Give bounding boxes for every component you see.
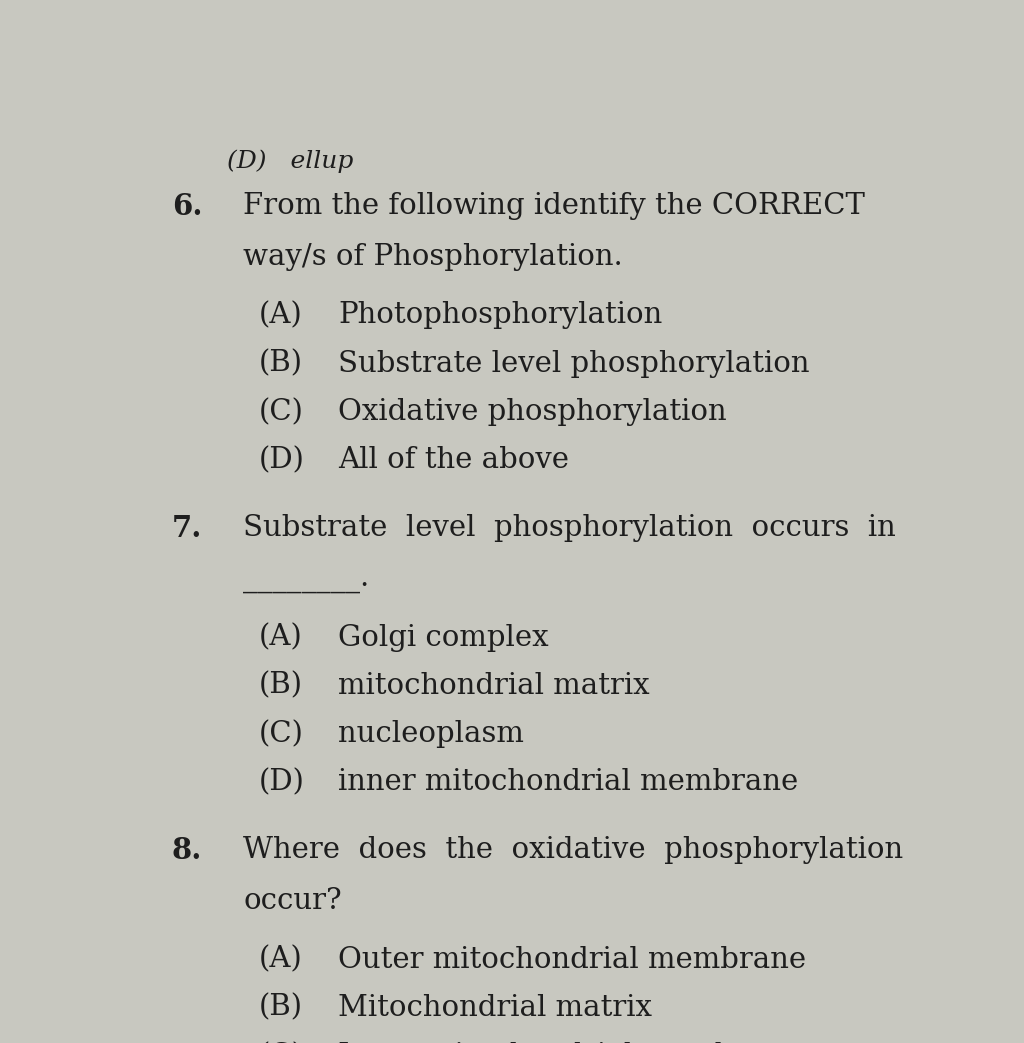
Text: (D): (D) [259,446,305,474]
Text: (B): (B) [259,349,303,378]
Text: From the following identify the CORRECT: From the following identify the CORRECT [243,192,865,220]
Text: Where  does  the  oxidative  phosphorylation: Where does the oxidative phosphorylation [243,836,903,865]
Text: (C): (C) [259,1042,304,1043]
Text: nucleoplasm: nucleoplasm [338,720,524,748]
Text: mitochondrial matrix: mitochondrial matrix [338,672,650,700]
Text: Golgi complex: Golgi complex [338,624,549,652]
Text: Substrate  level  phosphorylation  occurs  in: Substrate level phosphorylation occurs i… [243,514,896,542]
Text: inner mitochondrial membrane: inner mitochondrial membrane [338,768,799,796]
Text: Oxidative phosphorylation: Oxidative phosphorylation [338,397,727,426]
Text: Mitochondrial matrix: Mitochondrial matrix [338,994,652,1022]
Text: (A): (A) [259,301,303,330]
Text: occur?: occur? [243,887,342,915]
Text: Substrate level phosphorylation: Substrate level phosphorylation [338,349,810,378]
Text: Outer mitochondrial membrane: Outer mitochondrial membrane [338,946,807,973]
Text: ________.: ________. [243,565,370,592]
Text: Photophosphorylation: Photophosphorylation [338,301,663,330]
Text: (D): (D) [259,768,305,796]
Text: (A): (A) [259,946,303,973]
Text: (B): (B) [259,672,303,700]
Text: (B): (B) [259,994,303,1022]
Text: 7.: 7. [172,514,202,543]
Text: 6.: 6. [172,192,202,221]
Text: 8.: 8. [172,836,202,866]
Text: (D)   ellup: (D) ellup [227,149,353,173]
Text: way/s of Phosphorylation.: way/s of Phosphorylation. [243,243,623,271]
Text: (C): (C) [259,397,304,426]
Text: (A): (A) [259,624,303,652]
Text: All of the above: All of the above [338,446,569,474]
Text: Inner mitochondrial membrane: Inner mitochondrial membrane [338,1042,801,1043]
Text: (C): (C) [259,720,304,748]
